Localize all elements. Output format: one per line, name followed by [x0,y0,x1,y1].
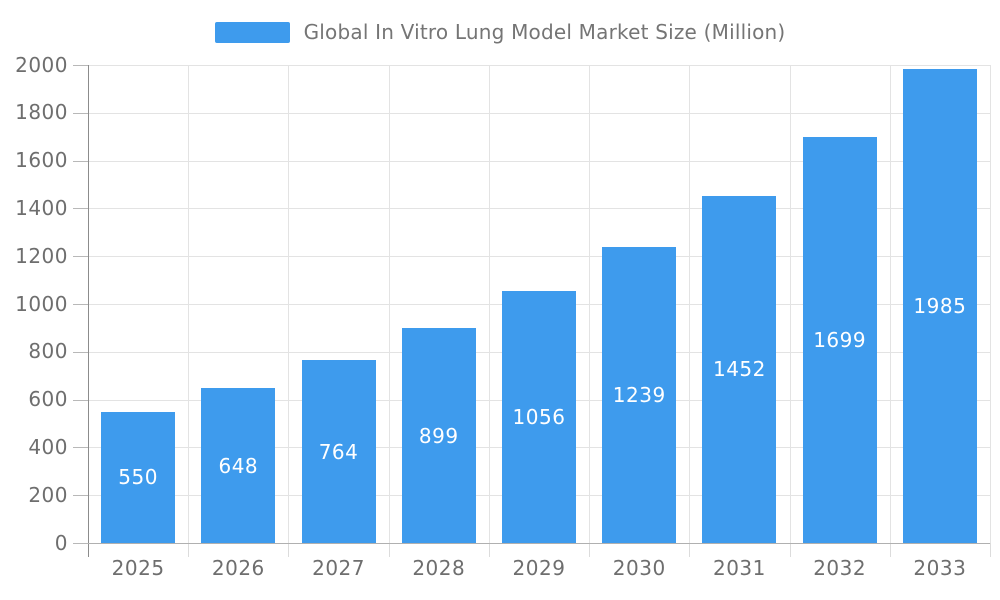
bar-2028[interactable] [401,328,476,543]
y-axis-tick-label: 800 [28,339,68,364]
y-axis-line [88,65,89,557]
bar-2025[interactable] [101,411,176,543]
x-axis-tick [789,543,791,557]
y-axis-tick-label: 600 [28,387,68,412]
y-axis-tick-label: 1400 [15,195,68,220]
y-axis-tick-label: 2000 [15,52,68,77]
x-axis-category-label: 2031 [712,556,766,580]
gridline-horizontal [88,256,990,258]
y-axis-tick [73,351,88,353]
y-axis-tick [73,65,88,66]
x-axis-tick [689,543,691,557]
bar-value-label: 764 [318,439,359,464]
y-axis-tick [73,543,88,544]
gridline-vertical [990,65,991,543]
x-axis-tick [488,543,490,557]
y-axis-tick-label: 0 [54,530,68,555]
bar-value-label: 1985 [913,293,967,318]
x-axis-category-label: 2032 [813,556,867,580]
y-axis-tick [73,160,88,162]
x-axis-category-label: 2028 [412,556,466,580]
x-axis-category-label: 2030 [612,556,666,580]
x-axis-tick [188,543,190,557]
bar-2030[interactable] [602,246,677,543]
x-axis-category-label: 2033 [913,556,967,580]
bar-value-label: 1452 [712,357,766,382]
x-axis-tick [889,543,891,557]
bar-2029[interactable] [502,290,576,543]
gridline-horizontal [88,208,990,210]
x-axis-tick [589,543,591,557]
x-axis-tick [388,543,390,557]
bar-value-label: 1239 [612,382,666,407]
y-axis-tick-label: 400 [28,434,68,459]
bar-2033[interactable] [902,68,977,543]
bar-value-label: 648 [218,453,259,478]
gridline-vertical [288,65,290,543]
chart-legend[interactable]: Global In Vitro Lung Model Market Size (… [0,21,1000,43]
y-axis-tick [73,447,88,449]
y-axis-tick-label: 200 [28,482,68,507]
y-axis-tick [73,399,88,401]
bar-2032[interactable] [802,136,877,543]
x-axis-line [88,543,990,544]
x-axis-category-label: 2027 [312,556,365,580]
y-axis-tick [73,112,88,114]
gridline-vertical [488,65,490,543]
y-axis-tick-label: 1600 [15,148,68,173]
gridline-vertical [789,65,791,543]
bar-2027[interactable] [301,360,376,543]
x-axis-tick [288,543,290,557]
bar-2031[interactable] [702,195,777,543]
bar-value-label: 550 [118,465,158,490]
gridline-vertical [689,65,691,543]
y-axis-tick-label: 1000 [15,291,68,316]
bar-2026[interactable] [201,388,276,543]
y-axis-tick [73,304,88,305]
gridline-horizontal [88,65,990,66]
bar-value-label: 899 [418,423,459,448]
x-axis-category-label: 2029 [512,556,566,580]
x-axis-category-label: 2025 [111,556,165,580]
legend-swatch-icon [214,21,290,43]
y-axis-tick-label: 1200 [15,243,68,268]
y-axis-tick [73,495,88,497]
gridline-vertical [188,65,190,543]
gridline-vertical [589,65,591,543]
y-axis-tick-label: 1800 [15,100,68,125]
gridline-horizontal [88,160,990,162]
x-axis-tick [990,543,991,557]
legend-title: Global In Vitro Lung Model Market Size (… [303,20,786,44]
gridline-vertical [388,65,390,543]
bar-value-label: 1056 [512,404,566,429]
gridline-horizontal [88,112,990,114]
gridline-vertical [889,65,891,543]
y-axis-tick [73,208,88,210]
bar-value-label: 1699 [813,327,867,352]
y-axis-tick [73,256,88,258]
x-axis-category-label: 2026 [211,556,265,580]
